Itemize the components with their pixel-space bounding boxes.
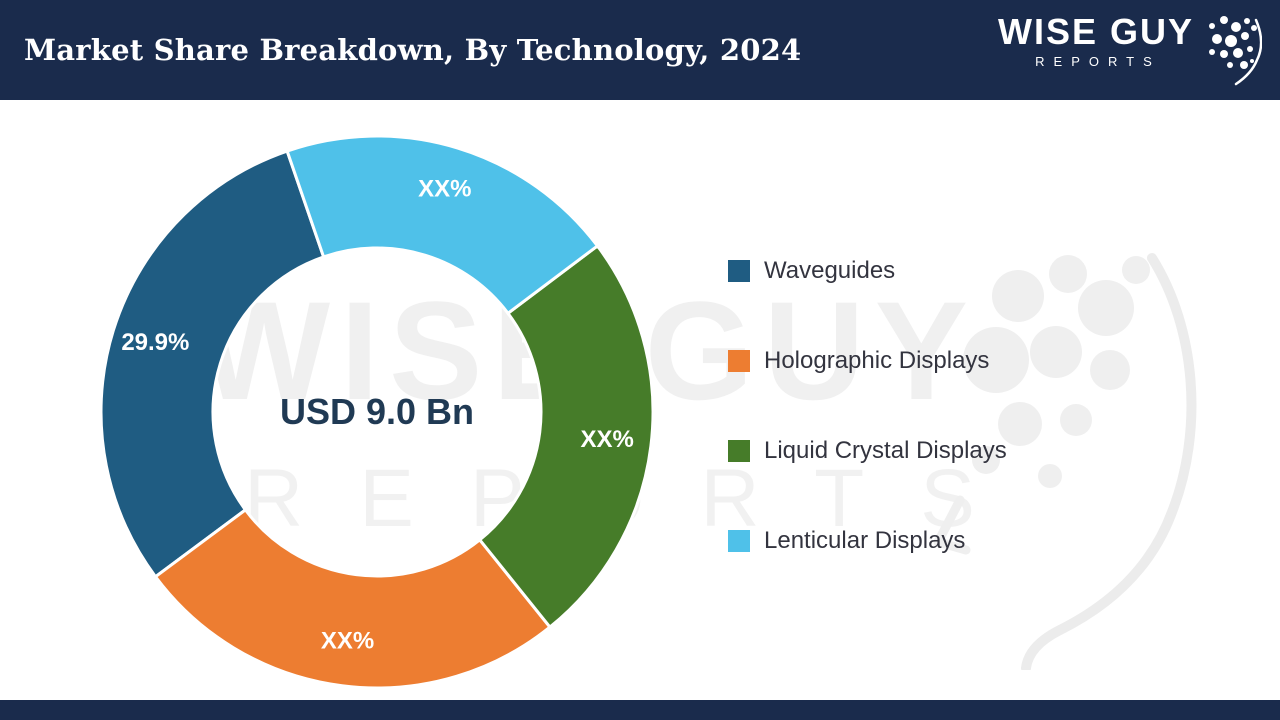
legend-label: Lenticular Displays	[764, 527, 966, 554]
segment-label-1: XX%	[321, 627, 374, 654]
chart-legend: Waveguides Holographic Displays Liquid C…	[728, 256, 1007, 556]
brand-subname: REPORTS	[1035, 53, 1161, 69]
legend-item-waveguides: Waveguides	[728, 256, 1007, 286]
donut-chart: 29.9% XX% XX% XX%	[99, 134, 655, 690]
segment-label-0: 29.9%	[121, 329, 189, 356]
legend-swatch	[728, 530, 750, 552]
brand-head-icon	[1209, 16, 1262, 86]
page-title: Market Share Breakdown, By Technology, 2…	[24, 33, 802, 67]
face-watermark-icon	[933, 253, 1197, 670]
donut-segment-2	[477, 243, 655, 630]
segment-label-2: XX%	[581, 426, 634, 453]
legend-swatch	[728, 350, 750, 372]
chart-area: WISE GUY REPORTS 29.9%XX%XX%XX% USD 9.0 …	[0, 100, 1280, 700]
brand-name: WISE GUY	[997, 11, 1194, 52]
donut-center-value: USD 9.0 Bn	[279, 391, 475, 432]
donut-segment-0	[99, 149, 326, 579]
donut-segment-1	[153, 507, 553, 690]
legend-label: Waveguides	[764, 257, 896, 284]
brand-logo-text: WISE GUY REPORTS	[998, 12, 1194, 69]
footer-bar	[0, 700, 1280, 720]
legend-swatch	[728, 440, 750, 462]
legend-item-liquid-crystal-displays: Liquid Crystal Displays	[728, 436, 1007, 466]
legend-swatch	[728, 260, 750, 282]
brand-logo: WISE GUY REPORTS	[998, 12, 1262, 88]
legend-item-lenticular-displays: Lenticular Displays	[728, 526, 1007, 556]
legend-label: Holographic Displays	[764, 347, 990, 374]
header-bar: Market Share Breakdown, By Technology, 2…	[0, 0, 1280, 100]
segment-label-3: XX%	[418, 175, 471, 202]
legend-item-holographic-displays: Holographic Displays	[728, 346, 1007, 376]
donut-segment-3	[285, 134, 600, 316]
legend-label: Liquid Crystal Displays	[764, 437, 1007, 464]
